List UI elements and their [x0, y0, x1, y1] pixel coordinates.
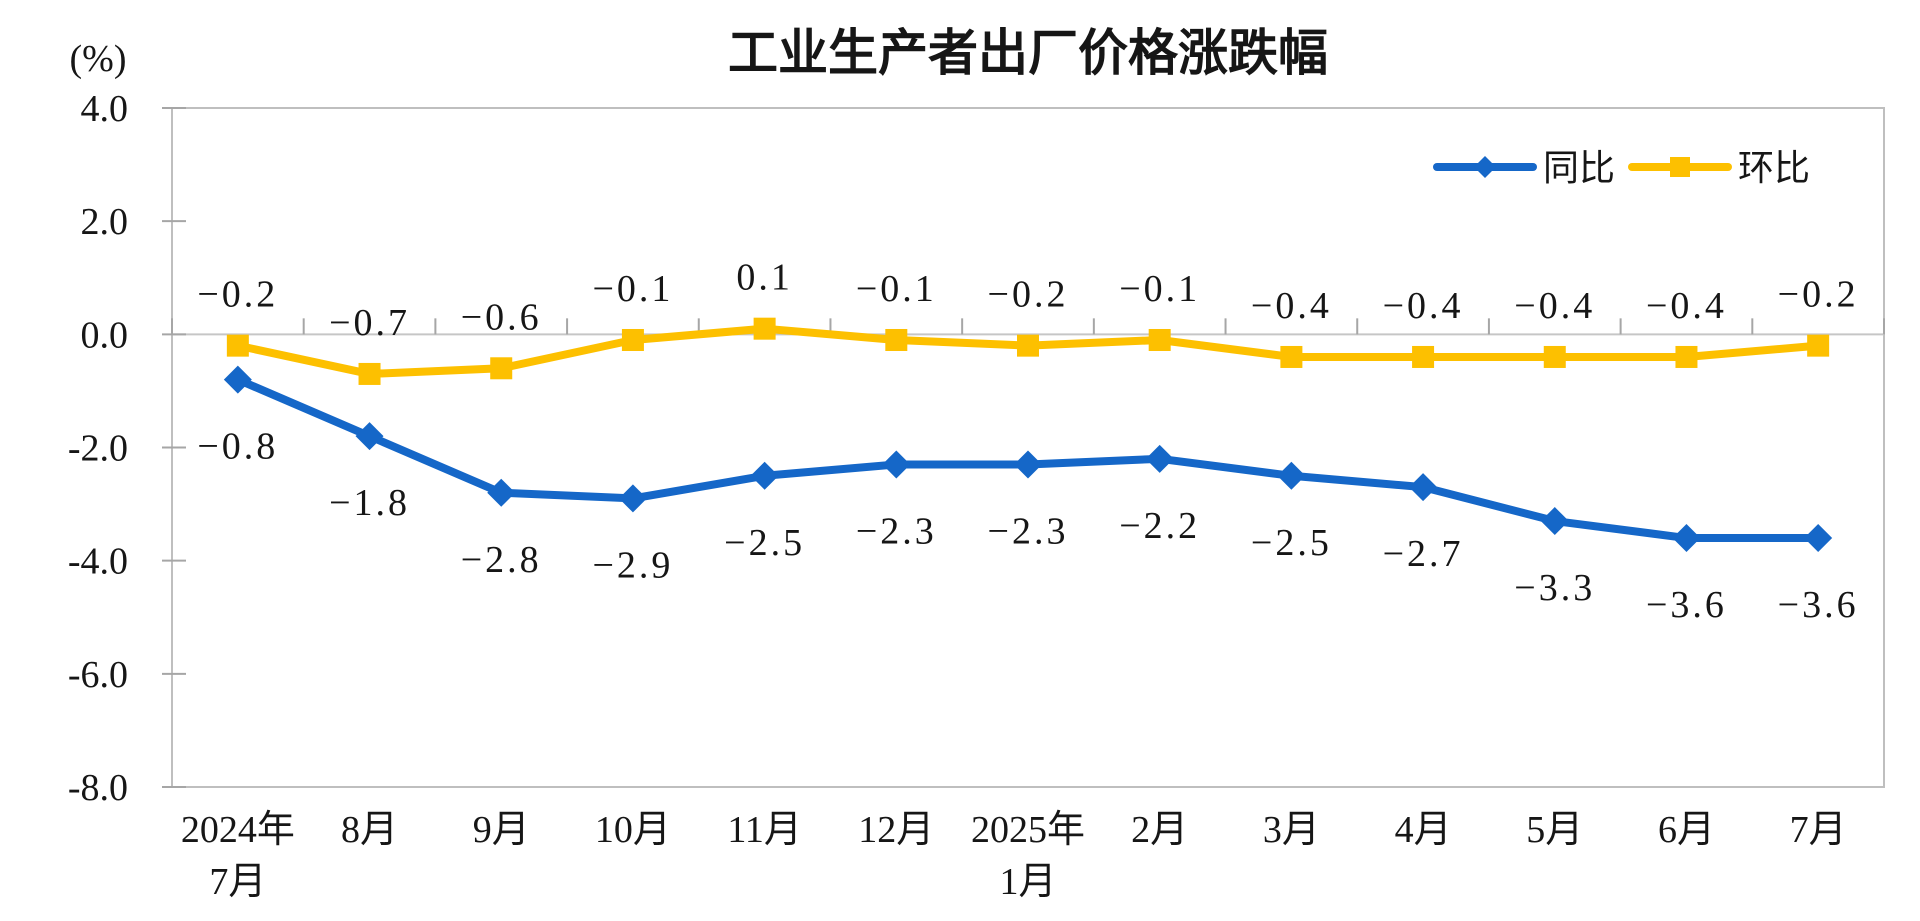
data-label: −3.3	[1514, 567, 1595, 609]
data-label: 0.1	[736, 257, 793, 299]
data-label: −2.7	[1383, 533, 1464, 575]
series-marker	[226, 334, 249, 357]
data-label: −3.6	[1646, 584, 1727, 626]
plot-border	[171, 107, 1885, 788]
y-axis-label: -6.0	[68, 654, 128, 696]
data-label: −2.9	[592, 544, 673, 586]
x-axis-label: 8月	[341, 809, 398, 851]
data-labels: −0.8 −1.8 −2.8 −2.9 −2.5 −2.3 −2.3 −2.2 −2.5 −2.7…	[197, 257, 1859, 626]
series-marker	[1804, 524, 1833, 553]
data-label: −0.1	[1119, 268, 1200, 310]
y-axis-label: -8.0	[68, 767, 128, 809]
y-axis-label: -4.0	[68, 541, 128, 583]
plot-frame	[171, 107, 1885, 788]
data-label: −2.5	[724, 522, 805, 564]
series-marker	[1675, 345, 1698, 368]
data-label: −0.4	[1514, 285, 1595, 327]
series-marker	[1412, 345, 1435, 368]
x-axis-label: 7月	[209, 861, 266, 903]
x-axis-label: 12月	[858, 809, 934, 851]
series-marker	[358, 362, 381, 385]
legend: 同比 环比	[1433, 148, 1810, 188]
series-marker	[1672, 524, 1701, 553]
series-marker	[1014, 450, 1042, 479]
series-yoy	[223, 365, 1833, 553]
data-label: −0.2	[197, 274, 278, 316]
x-axis-label: 5月	[1526, 809, 1583, 851]
legend-item-yoy: 同比	[1433, 148, 1615, 188]
x-axis-label: 6月	[1658, 809, 1715, 851]
x-axis-label: 2024年	[181, 809, 295, 851]
series-marker	[1148, 328, 1171, 351]
data-label: −2.3	[856, 510, 937, 552]
data-label: −3.6	[1778, 584, 1859, 626]
x-axis-label: 10月	[595, 809, 671, 851]
data-label: −0.8	[197, 426, 278, 468]
data-label: −0.6	[461, 296, 542, 338]
series-marker	[223, 365, 252, 394]
series-marker	[1807, 334, 1830, 357]
axes: 4.0 2.0 0.0 -2.0 -4.0 -6.0 -8.0 2024年 7月 8月 9月 10月 1…	[68, 88, 1885, 903]
data-label: −0.1	[592, 268, 673, 310]
x-axis-label: 4月	[1395, 809, 1452, 851]
legend-marker	[1670, 157, 1690, 177]
series-marker	[1277, 461, 1306, 490]
data-label: −2.8	[461, 539, 542, 581]
series-marker	[1017, 334, 1039, 357]
y-axis-unit-label: (%)	[70, 38, 127, 80]
series-marker	[355, 422, 384, 451]
legend-marker	[1474, 156, 1496, 178]
series-marker	[618, 484, 647, 513]
series-marker	[882, 450, 911, 479]
series-marker	[621, 328, 644, 351]
legend-label: 同比	[1543, 148, 1615, 188]
series-mom	[226, 317, 1830, 385]
x-axis-label: 3月	[1263, 809, 1320, 851]
data-label: −0.4	[1251, 285, 1332, 327]
data-label: −0.7	[329, 302, 410, 344]
series-group	[223, 317, 1833, 553]
y-axis-label: 2.0	[81, 201, 129, 243]
series-marker	[487, 478, 516, 507]
data-label: −1.8	[329, 482, 410, 524]
series-marker	[1145, 444, 1174, 473]
series-marker	[1540, 507, 1569, 536]
data-label: −0.1	[856, 268, 937, 310]
data-label: −0.2	[988, 274, 1069, 316]
y-axis-label: 4.0	[81, 88, 129, 130]
x-axis-label: 2025年	[971, 809, 1085, 851]
x-axis-label: 9月	[473, 809, 530, 851]
data-label: −2.2	[1119, 505, 1200, 547]
legend-label: 环比	[1738, 148, 1810, 188]
legend-item-mom: 环比	[1628, 148, 1810, 188]
x-axis-label: 7月	[1790, 809, 1847, 851]
series-marker	[1543, 345, 1566, 368]
y-axis-label: -2.0	[68, 428, 128, 470]
series-marker	[753, 317, 776, 340]
data-label: −0.4	[1646, 285, 1727, 327]
chart-title: 工业生产者出厂价格涨跌幅	[728, 25, 1328, 81]
data-label: −2.3	[988, 510, 1069, 552]
data-label: −0.4	[1383, 285, 1464, 327]
data-label: −2.5	[1251, 522, 1332, 564]
series-marker	[1409, 473, 1438, 502]
x-axis-label: 11月	[727, 809, 802, 851]
data-label: −0.2	[1778, 274, 1859, 316]
series-marker	[885, 328, 908, 351]
y-axis-label: 0.0	[81, 314, 129, 356]
series-marker	[750, 461, 779, 490]
x-axis-label: 2月	[1131, 809, 1188, 851]
series-marker	[1280, 345, 1303, 368]
series-marker	[490, 357, 513, 380]
x-axis-label: 1月	[999, 861, 1056, 903]
